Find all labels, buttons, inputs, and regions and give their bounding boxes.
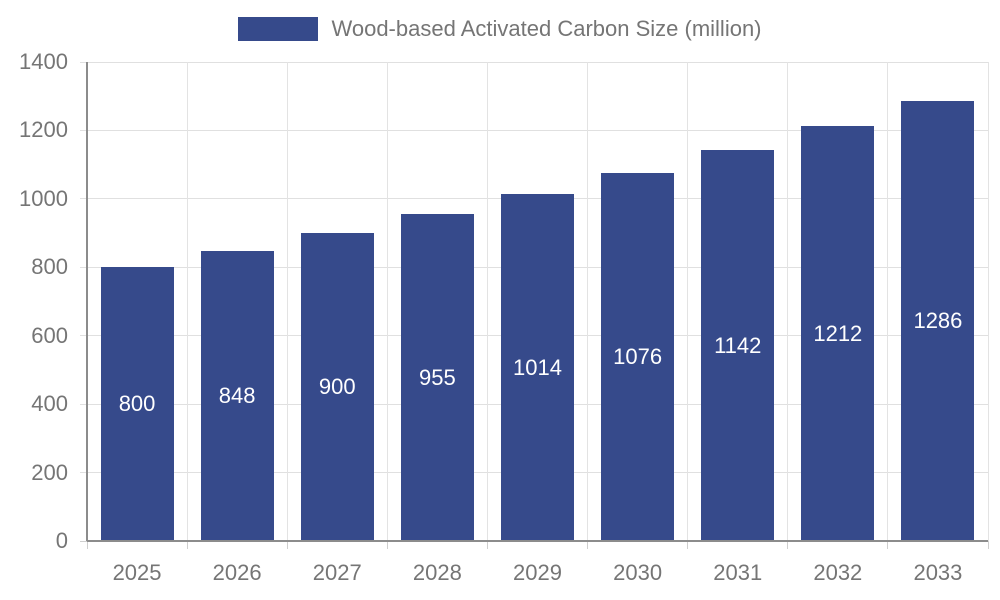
x-axis-tick-label: 2031 [713,560,763,585]
bar-value-label: 1212 [813,320,863,346]
x-gridline [486,62,488,541]
y-axis-tick-label: 400 [31,391,68,417]
x-axis-tick-label: 2033 [913,560,963,585]
x-axis-tick-label: 2030 [613,560,663,585]
bar-value-label: 1142 [714,332,762,358]
bar-2029 [501,194,574,541]
x-tick [587,541,589,549]
x-axis-tick-label: 2025 [112,560,162,585]
legend-title: Wood-based Activated Carbon Size (millio… [331,16,762,41]
y-axis-tick-label: 200 [31,459,68,485]
y-axis-tick-label: 600 [31,322,68,348]
chart-legend: Wood-based Activated Carbon Size (millio… [0,16,1000,42]
x-tick [186,541,188,549]
bar-2028 [400,214,474,541]
x-axis-line [87,540,988,542]
x-gridline [386,62,388,541]
x-gridline [286,62,288,541]
bar-2032 [801,126,875,541]
x-tick [486,541,488,549]
y-axis-tick-label: 0 [55,528,68,553]
bar-value-label: 1286 [913,308,963,333]
y-axis-tick-label: 1200 [19,117,68,143]
x-gridline [787,62,789,541]
y-axis-tick-label: 1000 [19,185,68,211]
bar-value-label: 955 [419,364,456,390]
bar-2027 [300,233,374,541]
y-axis-tick-label: 800 [31,254,68,280]
x-tick [987,541,989,549]
y-gridline [80,129,988,131]
y-gridline [80,61,988,63]
x-gridline [987,62,989,541]
x-axis-tick-label: 2027 [312,560,362,585]
bar-2031 [701,150,775,541]
x-axis-tick-label: 2029 [513,560,562,585]
y-tick [80,540,87,542]
x-gridline [587,62,589,541]
bar-2030 [601,172,675,541]
y-axis-line [86,62,88,541]
legend-swatch [238,17,319,41]
x-axis-tick-label: 2032 [813,560,863,585]
bar-value-label: 1014 [513,354,562,380]
x-gridline [687,62,689,541]
bar-2033 [901,101,975,541]
bar-value-label: 1076 [613,343,663,369]
bar-2025 [100,267,174,541]
plot-area: 800 848 900 955 1014 1076 1142 1212 1286 [80,61,989,549]
bar-value-label: 900 [318,374,356,400]
bar-2026 [200,250,274,541]
x-tick [86,541,88,549]
x-gridline [887,62,889,541]
bar-value-label: 800 [118,391,156,417]
y-axis-tick-label: 1400 [19,49,68,74]
x-tick [787,541,789,549]
x-gridline [186,62,188,541]
x-tick [286,541,288,549]
x-tick [887,541,889,549]
x-axis-tick-label: 2028 [412,560,462,585]
x-tick [687,541,689,549]
bar-value-label: 848 [218,382,256,408]
x-axis-tick-label: 2026 [212,560,262,585]
x-tick [386,541,388,549]
